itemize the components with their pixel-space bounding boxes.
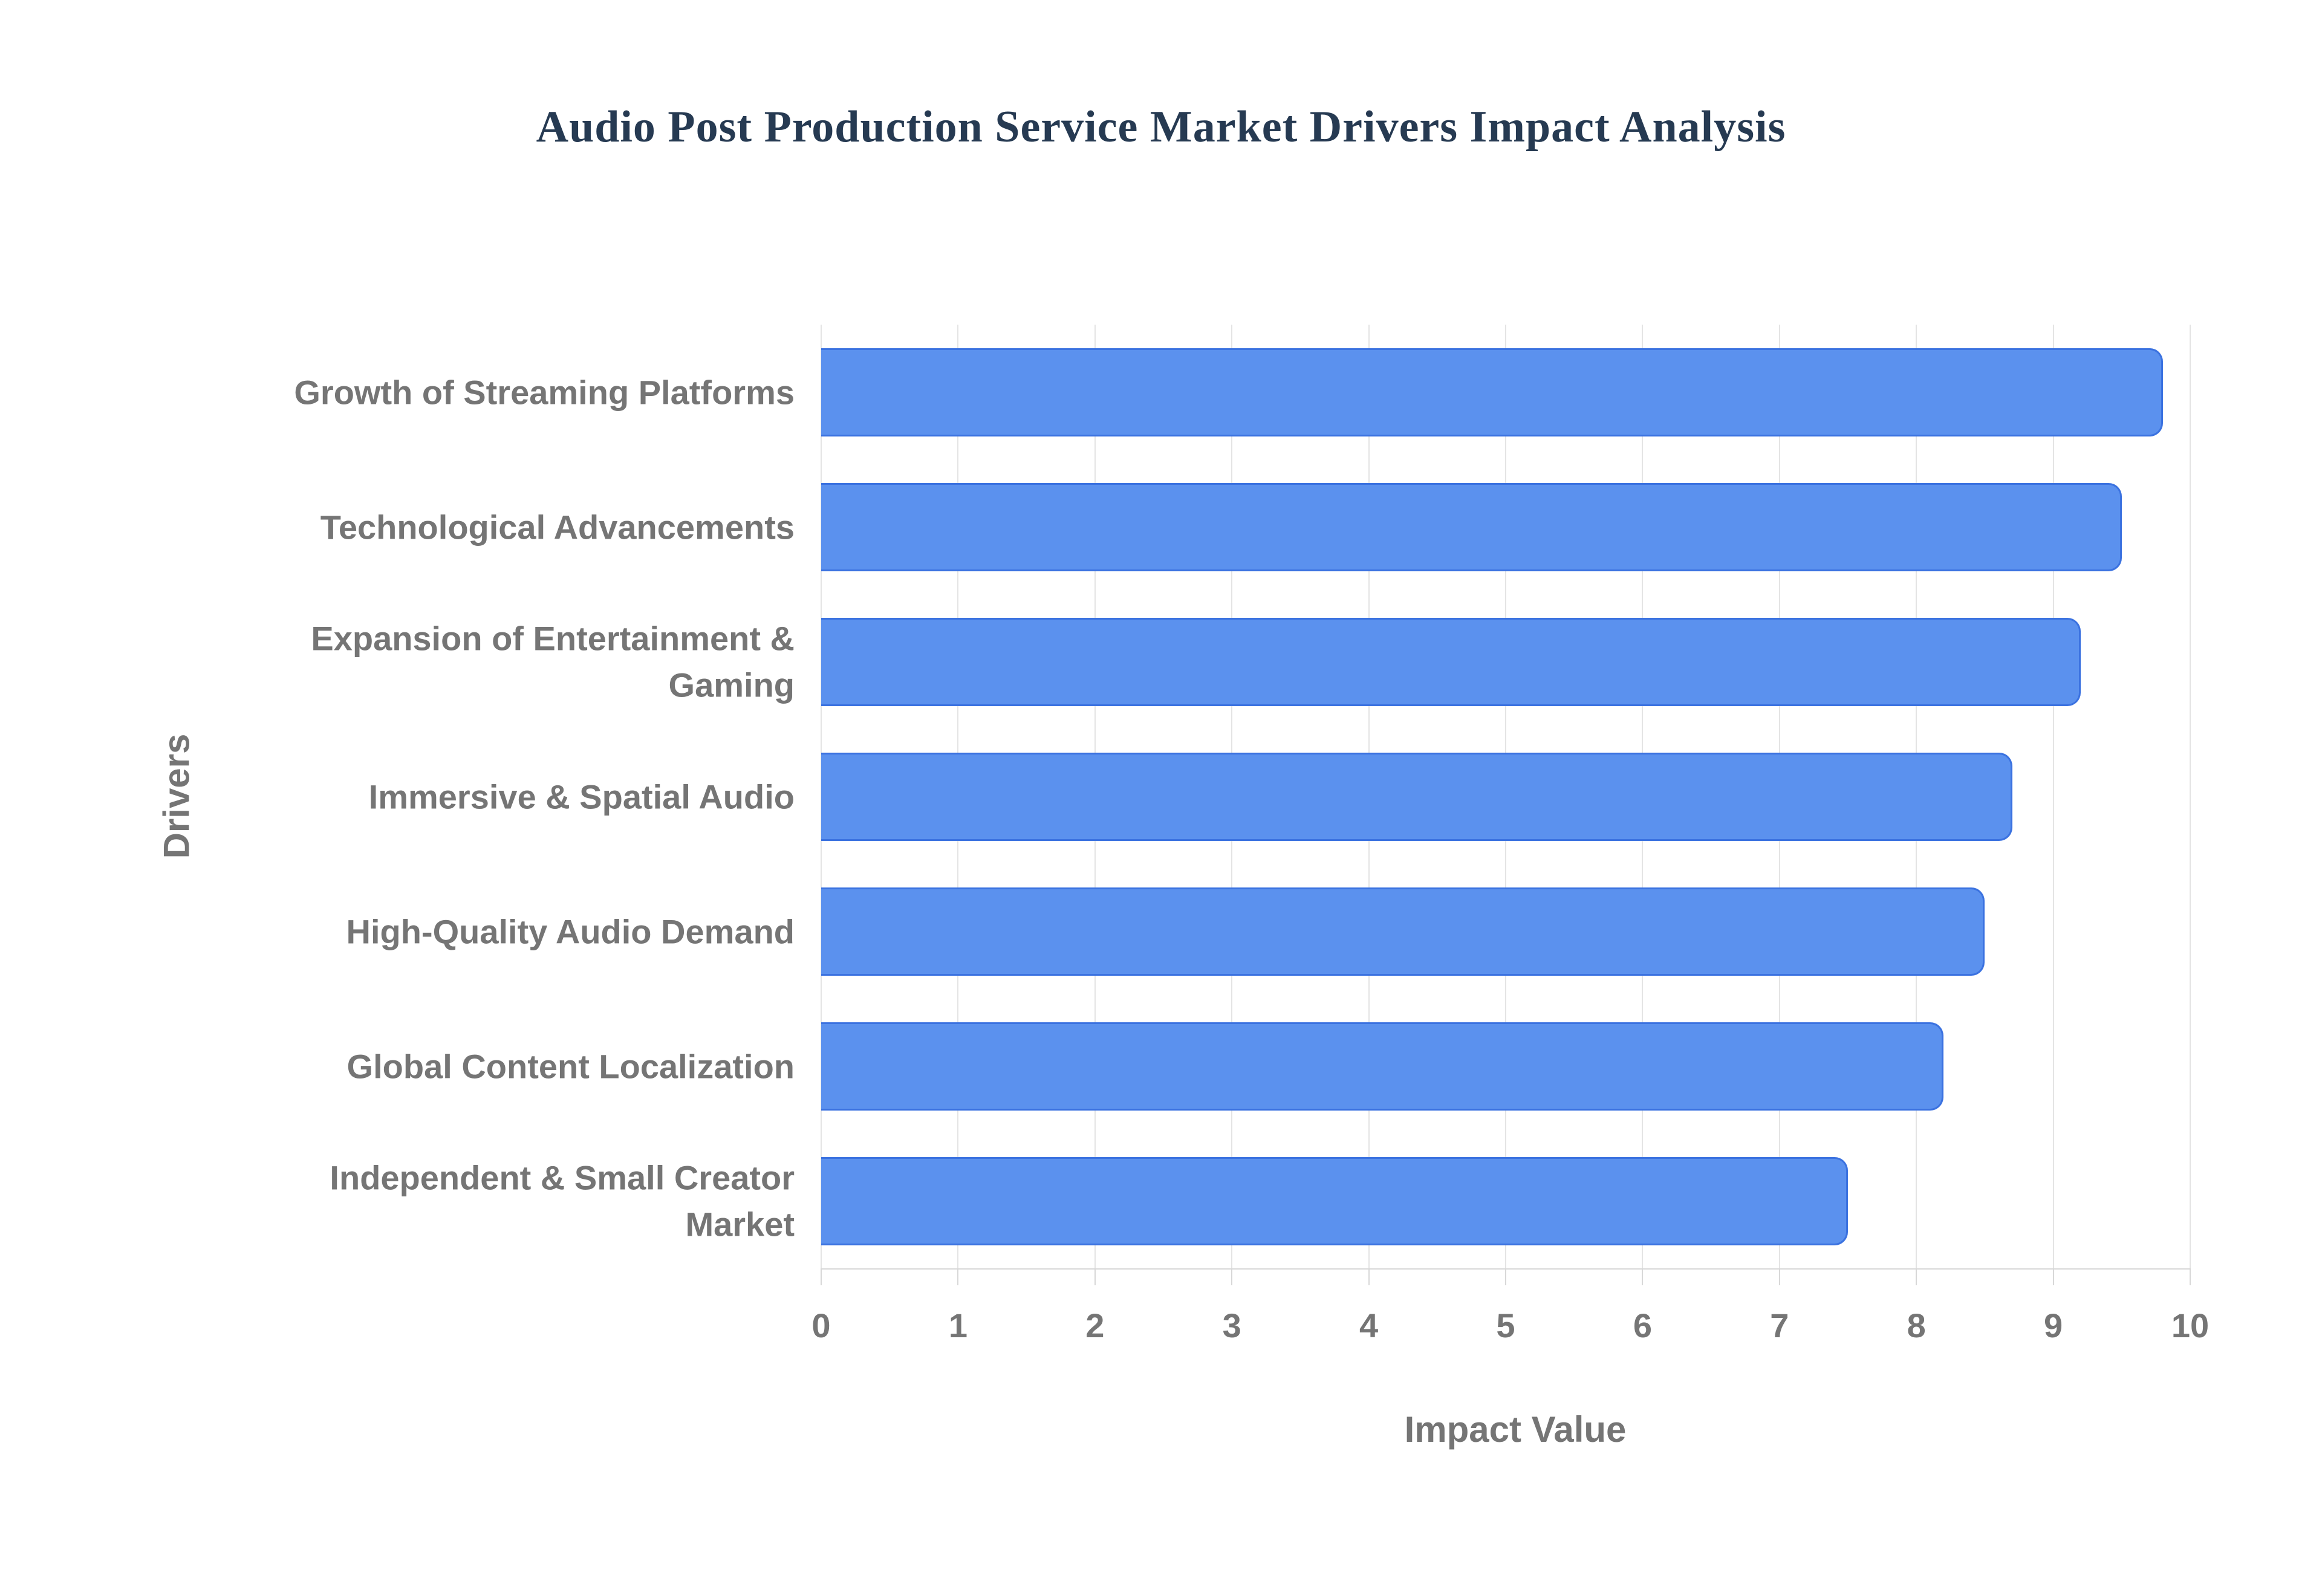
chart-title: Audio Post Production Service Market Dri… [536, 102, 1786, 152]
x-tick-label-6: 6 [1633, 1306, 1652, 1345]
y-axis-title: Drivers [156, 733, 197, 859]
tick-mark-x-2 [1094, 1268, 1096, 1285]
bar-4 [821, 887, 1985, 976]
tick-mark-x-6 [1642, 1268, 1644, 1285]
bar-2 [821, 617, 2081, 706]
tick-mark-x-5 [1505, 1268, 1506, 1285]
bar-5 [821, 1022, 1944, 1111]
plot-area [821, 325, 2210, 1285]
category-label-1: Technological Advancements [320, 507, 795, 546]
category-label-5: Global Content Localization [346, 1046, 795, 1085]
category-label-0: Growth of Streaming Platforms [294, 372, 795, 411]
tick-mark-x-9 [2052, 1268, 2054, 1285]
bar-3 [821, 752, 2012, 841]
tick-mark-x-8 [1916, 1268, 1917, 1285]
x-tick-label-0: 0 [811, 1306, 831, 1345]
tick-mark-x-1 [957, 1268, 959, 1285]
bar-1 [821, 482, 2122, 571]
x-tick-label-2: 2 [1085, 1306, 1105, 1345]
x-tick-label-1: 1 [948, 1306, 968, 1345]
category-label-2: Expansion of Entertainment & Gaming [311, 619, 795, 704]
x-tick-label-3: 3 [1222, 1306, 1241, 1345]
tick-mark-x-4 [1368, 1268, 1370, 1285]
tick-mark-x-7 [1778, 1268, 1780, 1285]
x-tick-label-9: 9 [2044, 1306, 2063, 1345]
x-tick-label-7: 7 [1770, 1306, 1789, 1345]
x-tick-label-10: 10 [2171, 1306, 2210, 1345]
gridline-x-9 [2052, 325, 2054, 1268]
gridline-x-10 [2190, 325, 2191, 1268]
category-label-6: Independent & Small Creator Market [330, 1158, 795, 1244]
x-axis-title: Impact Value [1404, 1409, 1627, 1450]
tick-mark-x-3 [1231, 1268, 1233, 1285]
x-tick-label-8: 8 [1907, 1306, 1926, 1345]
bar-6 [821, 1156, 1848, 1245]
bar-0 [821, 348, 2163, 436]
x-tick-label-4: 4 [1359, 1306, 1379, 1345]
category-label-4: High-Quality Audio Demand [346, 912, 795, 950]
tick-mark-x-0 [821, 1268, 822, 1285]
x-tick-label-5: 5 [1496, 1306, 1515, 1345]
category-label-3: Immersive & Spatial Audio [368, 777, 795, 816]
tick-mark-x-10 [2190, 1268, 2191, 1285]
